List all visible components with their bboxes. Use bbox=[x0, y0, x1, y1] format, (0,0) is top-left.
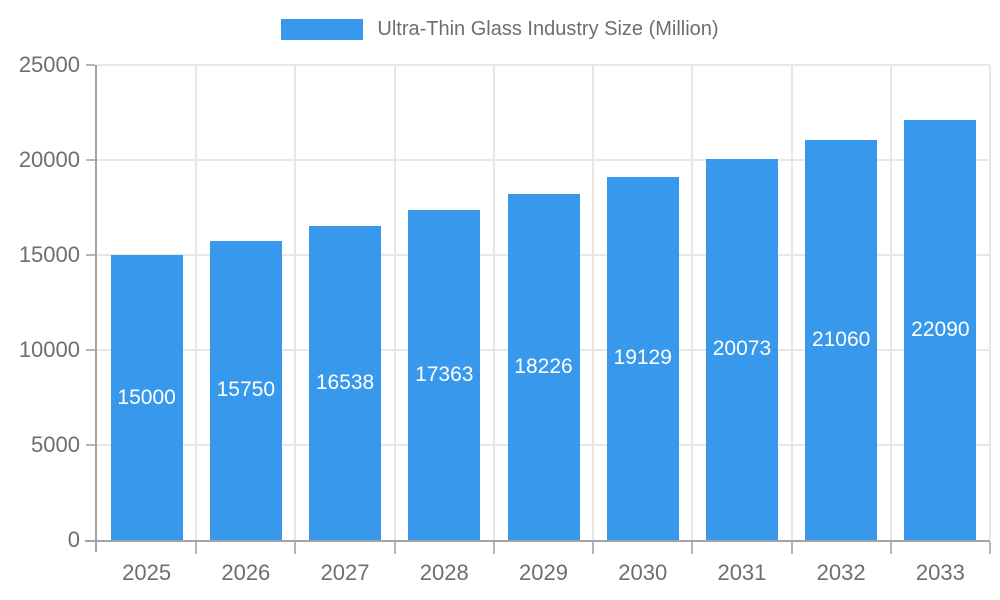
chart-legend[interactable]: Ultra-Thin Glass Industry Size (Million) bbox=[0, 18, 1000, 41]
bar-2030: 19129 bbox=[606, 176, 679, 540]
bar-2028: 17363 bbox=[408, 210, 481, 540]
gridline-horizontal bbox=[97, 159, 990, 161]
gridline-horizontal bbox=[97, 64, 990, 66]
bar-2027: 16538 bbox=[309, 225, 382, 540]
bar-value-label: 17363 bbox=[415, 363, 474, 387]
x-tick-mark bbox=[195, 542, 198, 554]
bar-2031: 20073 bbox=[705, 158, 778, 540]
y-tick-label: 25000 bbox=[18, 52, 80, 77]
x-tick-label: 2029 bbox=[519, 560, 568, 585]
bar-value-label: 19129 bbox=[613, 346, 672, 370]
y-tick-mark bbox=[86, 254, 95, 256]
gridline-vertical bbox=[691, 65, 694, 540]
bar-2026: 15750 bbox=[209, 240, 282, 540]
x-tick-mark bbox=[889, 542, 892, 554]
plot-area: 15000 15750 16538 17363 18226 19129 20073 21060… bbox=[97, 64, 991, 540]
y-tick-mark bbox=[86, 64, 95, 66]
y-tick-label: 10000 bbox=[18, 337, 80, 362]
gridline-vertical bbox=[592, 65, 595, 540]
gridline-vertical bbox=[492, 65, 495, 540]
x-tick-label: 2028 bbox=[419, 560, 469, 585]
bar-value-label: 18226 bbox=[514, 354, 573, 378]
y-axis-line bbox=[95, 65, 97, 552]
x-tick-label: 2025 bbox=[122, 560, 172, 585]
x-tick-mark bbox=[592, 542, 595, 554]
x-tick-mark bbox=[790, 542, 793, 554]
x-tick-mark bbox=[691, 542, 694, 554]
y-tick-mark bbox=[86, 444, 95, 446]
legend-swatch-icon bbox=[281, 19, 364, 40]
gridline-vertical bbox=[989, 65, 991, 540]
x-tick-label: 2026 bbox=[221, 560, 271, 585]
bar-2033: 22090 bbox=[904, 120, 977, 540]
bar-value-label: 15750 bbox=[216, 378, 276, 402]
bar-value-label: 15000 bbox=[117, 385, 176, 409]
bar-2032: 21060 bbox=[805, 139, 878, 540]
gridline-vertical bbox=[393, 65, 396, 540]
x-tick-mark bbox=[393, 542, 396, 554]
x-tick-label: 2031 bbox=[717, 560, 767, 585]
x-tick-label: 2033 bbox=[915, 560, 965, 585]
bar-value-label: 21060 bbox=[811, 327, 871, 351]
x-tick-mark bbox=[294, 542, 297, 554]
y-tick-label: 0 bbox=[67, 527, 80, 552]
bar-value-label: 22090 bbox=[911, 318, 970, 342]
y-tick-mark bbox=[86, 159, 95, 161]
y-tick-label: 20000 bbox=[18, 147, 80, 172]
legend-label: Ultra-Thin Glass Industry Size (Million) bbox=[377, 18, 719, 40]
gridline-vertical bbox=[889, 65, 892, 540]
x-tick-mark bbox=[492, 542, 495, 554]
gridline-vertical bbox=[195, 65, 198, 540]
bar-2025: 15000 bbox=[110, 255, 183, 540]
x-tick-label: 2030 bbox=[618, 560, 668, 585]
y-tick-mark bbox=[86, 349, 95, 351]
bar-value-label: 20073 bbox=[712, 337, 772, 361]
gridline-vertical bbox=[790, 65, 793, 540]
x-tick-mark bbox=[989, 542, 991, 554]
x-tick-label: 2027 bbox=[320, 560, 370, 585]
bar-2029: 18226 bbox=[507, 193, 580, 540]
y-tick-label: 15000 bbox=[18, 242, 80, 267]
x-tick-label: 2032 bbox=[816, 560, 866, 585]
x-axis-line bbox=[85, 540, 990, 542]
bar-value-label: 16538 bbox=[315, 370, 375, 394]
y-tick-label: 5000 bbox=[31, 432, 80, 457]
gridline-vertical bbox=[294, 65, 297, 540]
